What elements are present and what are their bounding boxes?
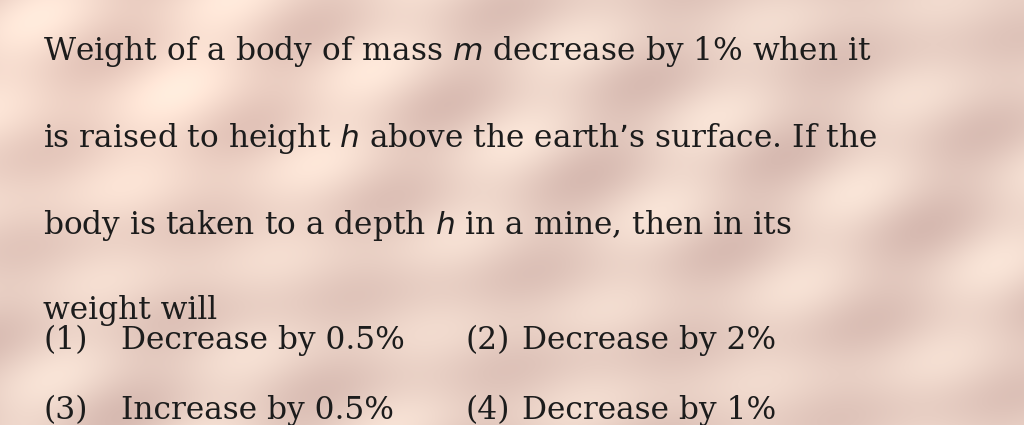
Text: body is taken to a depth $\mathit{h}$ in a mine, then in its: body is taken to a depth $\mathit{h}$ in… bbox=[43, 208, 792, 243]
Text: (4): (4) bbox=[466, 395, 510, 425]
Text: (1): (1) bbox=[43, 325, 87, 356]
Text: weight will: weight will bbox=[43, 295, 217, 326]
Text: Decrease by 0.5%: Decrease by 0.5% bbox=[121, 325, 404, 356]
Text: (2): (2) bbox=[466, 325, 510, 356]
Text: Increase by 0.5%: Increase by 0.5% bbox=[121, 395, 394, 425]
Text: Decrease by 1%: Decrease by 1% bbox=[522, 395, 776, 425]
Text: (3): (3) bbox=[43, 395, 87, 425]
Text: Decrease by 2%: Decrease by 2% bbox=[522, 325, 776, 356]
Text: Weight of a body of mass $\mathit{m}$ decrease by 1% when it: Weight of a body of mass $\mathit{m}$ de… bbox=[43, 34, 871, 69]
Text: is raised to height $\mathit{h}$ above the earth’s surface. If the: is raised to height $\mathit{h}$ above t… bbox=[43, 121, 877, 156]
